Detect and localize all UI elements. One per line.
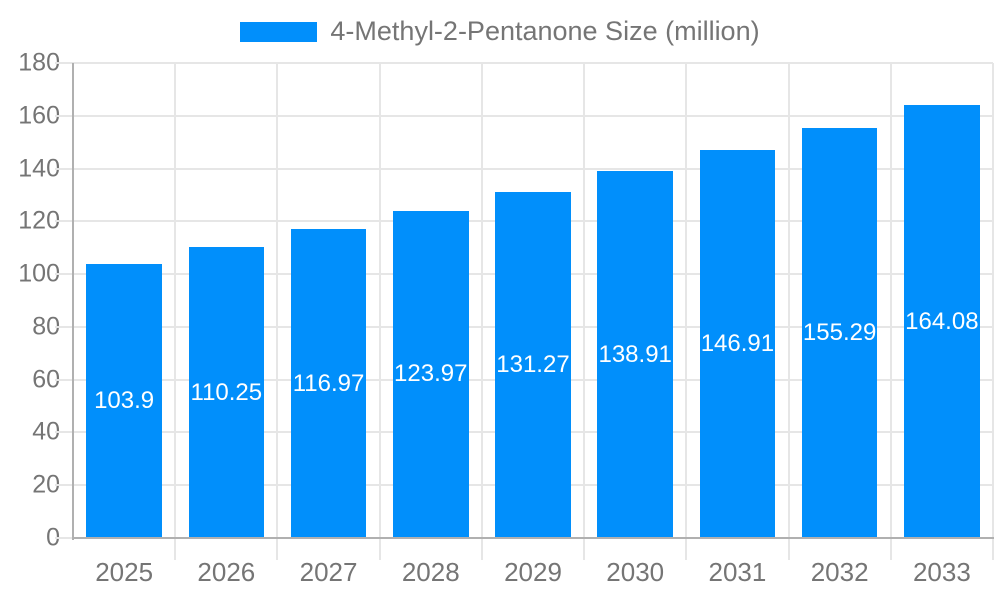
x-axis-tick-label: 2028 [401, 557, 460, 587]
plot-area: 103.9 110.25 116.97 123.97 131.27 138.91 146.9… [55, 62, 994, 560]
x-axis-tick-label: 2026 [197, 557, 256, 587]
x-gridline [889, 63, 892, 560]
bar-value-label: 116.97 [292, 369, 365, 397]
bar[interactable]: 131.27 [495, 191, 571, 538]
bar[interactable]: 116.97 [290, 229, 367, 538]
y-axis: 0 20 40 60 80 100 120 140 160 180 [0, 50, 60, 550]
x-axis-tick-label: 2031 [708, 557, 767, 587]
bar[interactable]: 123.97 [392, 210, 469, 538]
x-axis-tick-label: 2030 [606, 557, 665, 587]
legend-label: 4-Methyl-2-Pentanone Size (million) [330, 16, 760, 46]
y-axis-line [72, 63, 74, 540]
bar[interactable]: 103.9 [86, 263, 162, 538]
x-axis: 2025 2026 2027 2028 2029 2030 2031 2032 2033 [73, 559, 993, 585]
chart-legend[interactable]: 4-Methyl-2-Pentanone Size (million) [0, 18, 1000, 45]
bar[interactable]: 146.91 [699, 150, 776, 538]
x-axis-line [72, 537, 994, 539]
bar-slot: 103.9 [73, 63, 175, 538]
y-gridline [55, 114, 993, 117]
x-gridline [583, 63, 586, 560]
bar-slot: 155.29 [789, 63, 891, 538]
y-axis-tick-label: 180 [18, 48, 60, 77]
bar-slot: 123.97 [380, 63, 482, 538]
x-axis-tick-label: 2025 [95, 557, 154, 587]
x-gridline [378, 63, 381, 560]
bar-slot: 131.27 [482, 63, 584, 538]
legend-swatch-icon [240, 21, 318, 42]
bar-value-label: 155.29 [802, 319, 877, 347]
y-axis-tick-label: 100 [18, 259, 60, 288]
bar-value-label: 103.9 [94, 386, 155, 414]
bar-value-label: 123.97 [394, 360, 468, 388]
y-axis-tick-label: 160 [18, 101, 60, 130]
bar-slot: 116.97 [277, 63, 379, 538]
y-axis-tick-label: 0 [46, 523, 60, 552]
bar-slot: 146.91 [686, 63, 788, 538]
bar-value-label: 164.08 [905, 307, 979, 335]
x-gridline [787, 63, 790, 560]
x-gridline [480, 63, 483, 560]
bar-value-label: 146.91 [700, 330, 775, 358]
y-axis-tick-label: 120 [18, 206, 60, 235]
x-axis-tick-label: 2029 [504, 557, 562, 587]
bar[interactable]: 138.91 [597, 171, 674, 538]
bar-slot: 164.08 [891, 63, 993, 538]
y-axis-tick-label: 140 [18, 154, 60, 183]
bar-slot: 110.25 [175, 63, 277, 538]
bar[interactable]: 110.25 [188, 247, 265, 538]
bar-slot: 138.91 [584, 63, 686, 538]
bar[interactable]: 155.29 [801, 128, 878, 538]
x-gridline [276, 63, 279, 560]
bar[interactable]: 164.08 [904, 105, 980, 538]
x-gridline [685, 63, 688, 560]
y-gridline [55, 167, 993, 170]
y-gridline [55, 62, 993, 64]
x-gridline [992, 63, 994, 560]
x-gridline [174, 63, 177, 560]
bar-value-label: 131.27 [496, 350, 570, 378]
bar-value-label: 110.25 [190, 378, 263, 406]
x-axis-tick-label: 2027 [299, 557, 358, 587]
x-axis-tick-label: 2033 [912, 557, 971, 587]
bar-value-label: 138.91 [598, 340, 672, 368]
bars-layer: 103.9 110.25 116.97 123.97 131.27 138.91 146.9… [73, 63, 993, 538]
x-axis-tick-label: 2032 [810, 557, 869, 587]
